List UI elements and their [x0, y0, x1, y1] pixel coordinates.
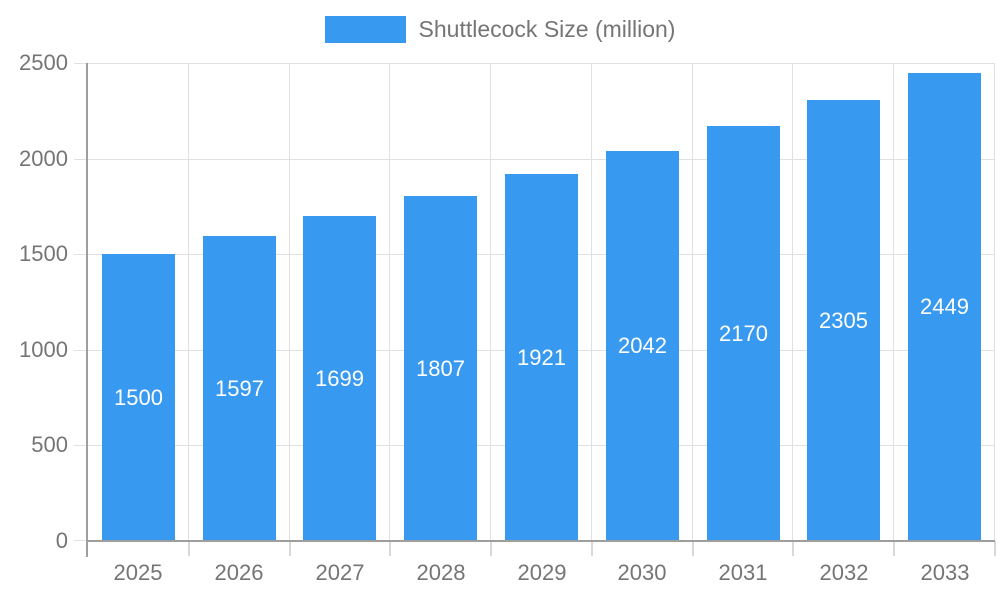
bar-value-label: 1597	[215, 375, 264, 401]
gridline-vertical	[188, 63, 189, 541]
x-axis-tick	[692, 541, 694, 556]
bar-2033[interactable]: 2449	[908, 73, 981, 541]
x-axis-label: 2033	[920, 560, 970, 585]
x-axis-label: 2025	[113, 560, 163, 585]
gridline-horizontal	[74, 540, 88, 541]
x-axis-tick	[389, 541, 391, 556]
bar-value-label: 1921	[517, 344, 566, 370]
bar-value-label: 1500	[114, 384, 163, 410]
y-axis-label: 1500	[19, 241, 68, 266]
gridline-horizontal	[74, 62, 995, 64]
bar-2026[interactable]: 1597	[203, 236, 276, 541]
gridline-vertical	[792, 63, 793, 541]
bar-value-label: 2305	[819, 307, 868, 333]
y-axis-label: 2000	[19, 146, 68, 171]
plot-area: 1500 1597 1699 1807 1921 2042 2170 2305 2449	[74, 62, 996, 557]
x-axis-label: 2030	[617, 560, 667, 585]
y-axis-label: 1000	[19, 337, 68, 362]
bar-value-label: 1807	[416, 355, 465, 381]
bar-2027[interactable]: 1699	[303, 216, 376, 541]
x-axis-label: 2031	[718, 560, 768, 585]
y-axis-label: 2500	[19, 50, 68, 75]
legend-swatch	[324, 16, 406, 43]
x-axis-tick	[591, 541, 593, 556]
x-axis-label: 2027	[315, 560, 365, 585]
y-axis-label: 500	[31, 432, 68, 457]
legend[interactable]: Shuttlecock Size (million)	[0, 16, 1000, 43]
y-axis-line	[86, 63, 88, 557]
bar-2029[interactable]: 1921	[505, 174, 578, 541]
gridline-vertical	[490, 63, 491, 541]
x-axis-label: 2028	[416, 560, 466, 585]
bar-value-label: 2449	[920, 294, 969, 319]
bar-value-label: 2042	[618, 333, 667, 358]
x-axis-tick	[893, 541, 895, 556]
x-axis-tick	[188, 541, 190, 556]
gridline-vertical	[591, 63, 592, 541]
bar-value-label: 1699	[315, 365, 364, 391]
bar-value-label: 2170	[719, 320, 768, 346]
legend-label: Shuttlecock Size (million)	[418, 16, 676, 42]
x-axis-line	[86, 540, 995, 542]
x-axis-tick	[994, 541, 996, 556]
y-axis-label: 0	[55, 528, 68, 553]
x-axis-label: 2026	[214, 560, 264, 585]
gridline-vertical	[994, 63, 995, 541]
x-axis-label: 2029	[517, 560, 567, 585]
bar-2032[interactable]: 2305	[807, 100, 880, 541]
bar-2025[interactable]: 1500	[102, 254, 175, 541]
bar-2031[interactable]: 2170	[707, 126, 780, 541]
x-axis-tick	[792, 541, 794, 556]
gridline-vertical	[289, 63, 290, 541]
x-axis-tick	[289, 541, 291, 556]
x-axis-tick	[490, 541, 492, 556]
gridline-vertical	[389, 63, 390, 541]
bar-2028[interactable]: 1807	[404, 196, 477, 541]
x-axis-label: 2032	[819, 560, 869, 585]
gridline-vertical	[893, 63, 894, 541]
gridline-horizontal	[74, 158, 995, 160]
bar-2030[interactable]: 2042	[606, 151, 679, 541]
gridline-vertical	[692, 63, 693, 541]
